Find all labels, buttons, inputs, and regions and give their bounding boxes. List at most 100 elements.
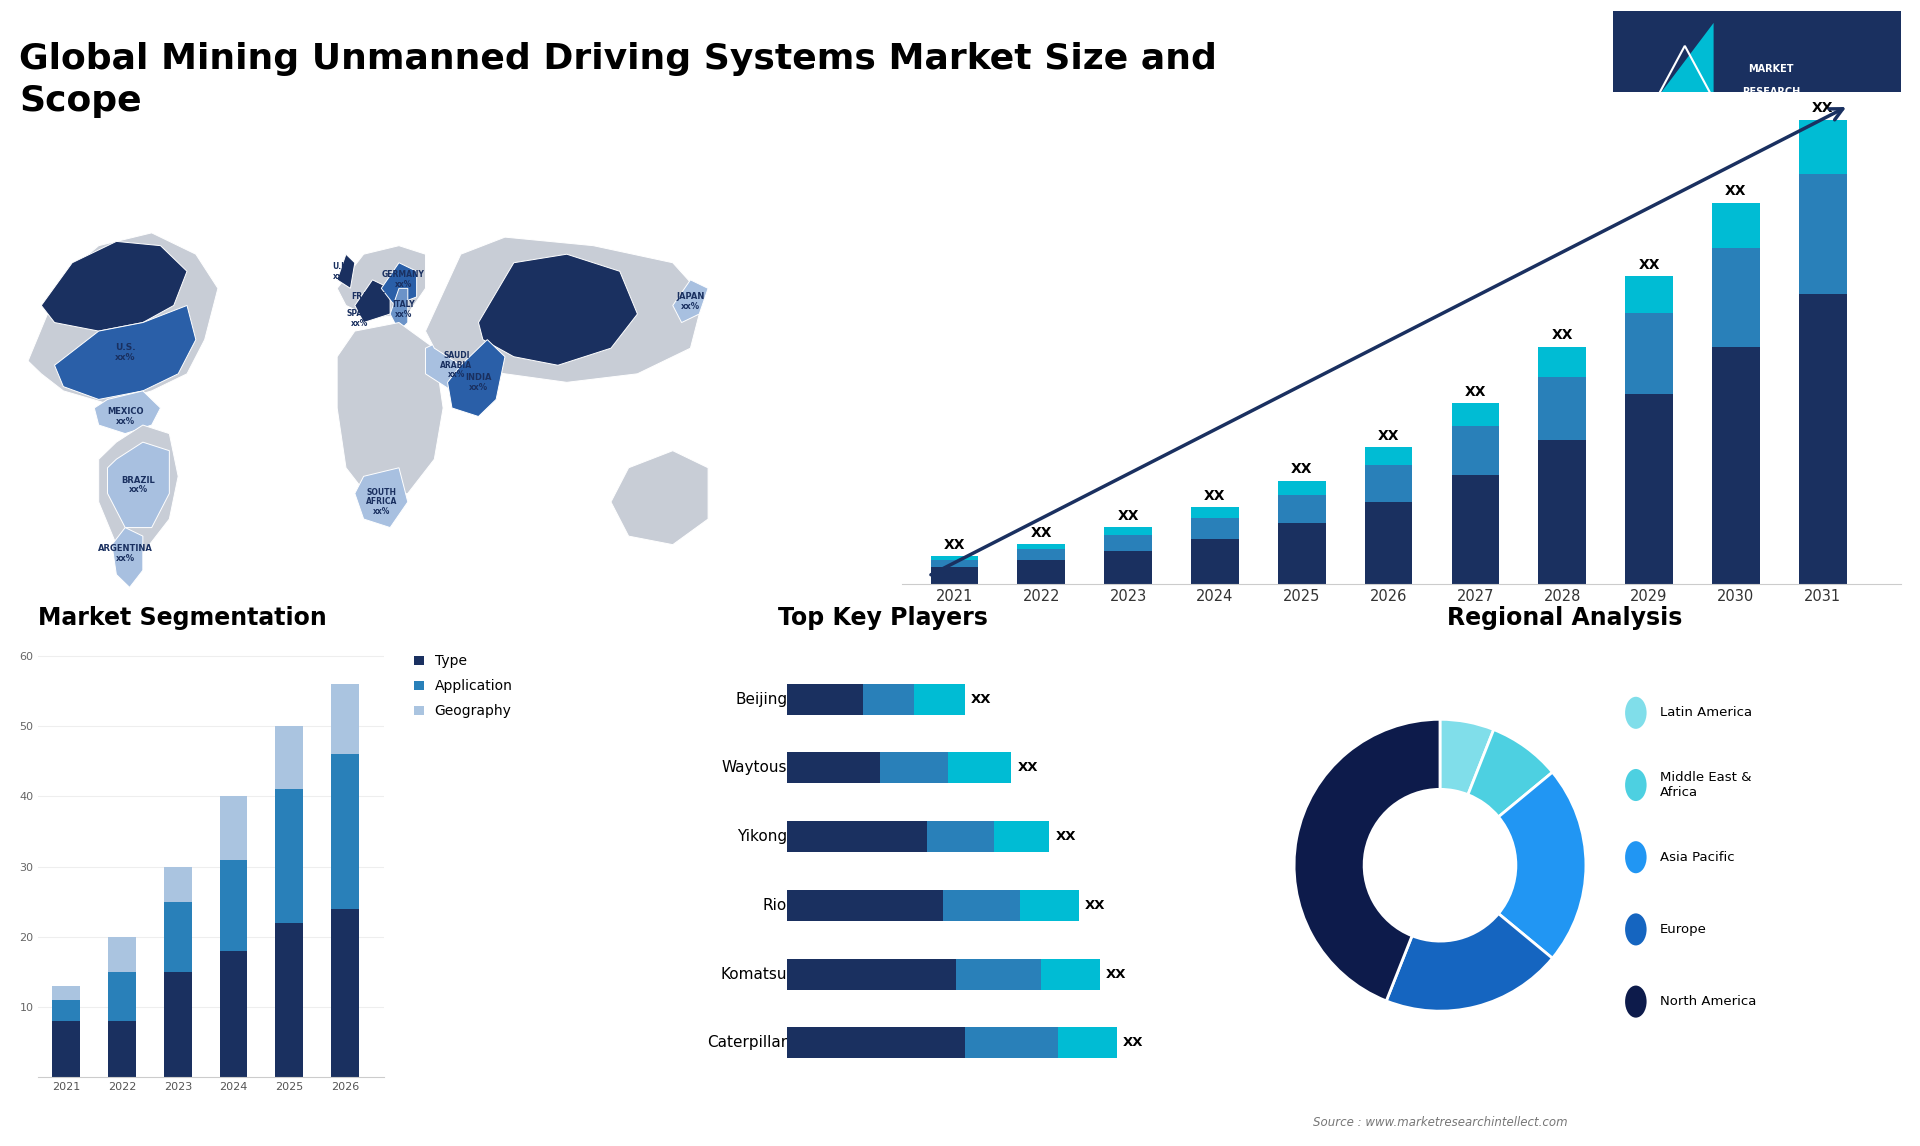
Text: XX: XX — [1638, 258, 1659, 272]
Bar — [1365, 465, 1413, 502]
Bar — [1041, 958, 1100, 990]
Polygon shape — [390, 289, 407, 331]
Text: CANADA
xx%: CANADA xx% — [90, 270, 132, 289]
FancyBboxPatch shape — [1609, 9, 1903, 151]
Text: ITALY
xx%: ITALY xx% — [392, 300, 415, 319]
Polygon shape — [672, 280, 708, 322]
Bar — [275, 727, 303, 790]
Bar — [275, 923, 303, 1077]
Bar — [956, 958, 1041, 990]
Bar — [948, 753, 1012, 784]
Text: Komatsu: Komatsu — [720, 966, 787, 982]
Bar — [1104, 551, 1152, 584]
Bar — [219, 860, 248, 951]
Wedge shape — [1469, 730, 1553, 817]
Bar — [275, 790, 303, 923]
Bar — [1279, 480, 1325, 495]
Bar — [163, 902, 192, 972]
Bar — [1190, 539, 1238, 584]
Polygon shape — [111, 527, 142, 588]
Bar — [1452, 426, 1500, 476]
Bar — [108, 972, 136, 1021]
Text: JAPAN
xx%: JAPAN xx% — [676, 292, 705, 311]
Bar — [1104, 535, 1152, 551]
Bar — [1018, 560, 1066, 584]
Bar — [1279, 523, 1325, 584]
Bar — [1624, 314, 1672, 394]
Circle shape — [1624, 986, 1647, 1018]
Legend: Type, Application, Geography: Type, Application, Geography — [409, 649, 518, 724]
Bar — [927, 821, 995, 853]
Bar — [1799, 295, 1847, 584]
Polygon shape — [54, 306, 196, 400]
Text: Global Mining Unmanned Driving Systems Market Size and
Scope: Global Mining Unmanned Driving Systems M… — [19, 42, 1217, 118]
Text: XX: XX — [1379, 429, 1400, 442]
Text: Regional Analysis: Regional Analysis — [1448, 605, 1682, 629]
Text: Waytous: Waytous — [722, 760, 787, 776]
Bar — [1279, 495, 1325, 523]
Text: XX: XX — [1117, 509, 1139, 523]
Bar — [787, 753, 879, 784]
Bar — [1538, 347, 1586, 377]
Polygon shape — [447, 339, 505, 416]
Bar — [787, 958, 956, 990]
Bar — [52, 1021, 81, 1077]
Polygon shape — [426, 331, 488, 391]
Text: XX: XX — [972, 692, 991, 706]
Wedge shape — [1498, 772, 1586, 958]
Polygon shape — [94, 391, 161, 433]
Bar — [931, 567, 979, 584]
Bar — [864, 683, 914, 715]
Bar — [787, 889, 943, 921]
Bar — [108, 1021, 136, 1077]
Bar — [52, 986, 81, 1000]
Bar — [931, 560, 979, 567]
Text: RESEARCH: RESEARCH — [1741, 87, 1801, 96]
Polygon shape — [355, 280, 390, 322]
Bar — [931, 556, 979, 560]
Bar — [787, 683, 864, 715]
Text: XX: XX — [1812, 102, 1834, 116]
Polygon shape — [611, 450, 708, 544]
Text: BRAZIL
xx%: BRAZIL xx% — [121, 476, 156, 494]
Bar — [1104, 527, 1152, 535]
Circle shape — [1624, 913, 1647, 945]
Text: SOUTH
AFRICA
xx%: SOUTH AFRICA xx% — [365, 488, 397, 516]
Bar — [163, 972, 192, 1077]
Bar — [219, 951, 248, 1077]
Text: XX: XX — [1465, 385, 1486, 399]
Text: U.S.
xx%: U.S. xx% — [115, 343, 136, 362]
Polygon shape — [29, 233, 219, 403]
Text: Top Key Players: Top Key Players — [778, 605, 989, 629]
Polygon shape — [338, 254, 355, 289]
Text: XX: XX — [1106, 967, 1127, 981]
Bar — [1624, 394, 1672, 584]
Polygon shape — [338, 322, 444, 502]
Text: XX: XX — [1031, 526, 1052, 540]
Text: MARKET: MARKET — [1749, 64, 1793, 73]
Text: MEXICO
xx%: MEXICO xx% — [108, 407, 144, 426]
Bar — [163, 866, 192, 902]
Text: Caterpillar: Caterpillar — [707, 1035, 787, 1051]
Polygon shape — [42, 242, 186, 331]
Bar — [879, 753, 948, 784]
Text: ARGENTINA
xx%: ARGENTINA xx% — [98, 544, 152, 563]
Bar — [52, 1000, 81, 1021]
Text: GERMANY
xx%: GERMANY xx% — [382, 270, 424, 289]
Text: Asia Pacific: Asia Pacific — [1661, 850, 1734, 864]
Polygon shape — [478, 254, 637, 366]
Bar — [1799, 174, 1847, 295]
Bar — [330, 684, 359, 754]
Bar — [1713, 203, 1761, 249]
Text: INDIA
xx%: INDIA xx% — [465, 372, 492, 392]
Text: INTELLECT: INTELLECT — [1741, 110, 1801, 119]
Text: Source : www.marketresearchintellect.com: Source : www.marketresearchintellect.com — [1313, 1116, 1567, 1129]
Text: Market Segmentation: Market Segmentation — [38, 605, 326, 629]
Text: XX: XX — [945, 537, 966, 552]
Circle shape — [1624, 841, 1647, 873]
Text: XX: XX — [1204, 488, 1225, 503]
Text: Middle East &
Africa: Middle East & Africa — [1661, 771, 1751, 799]
Bar — [330, 754, 359, 909]
Text: XX: XX — [1290, 462, 1313, 477]
Bar — [1452, 476, 1500, 584]
